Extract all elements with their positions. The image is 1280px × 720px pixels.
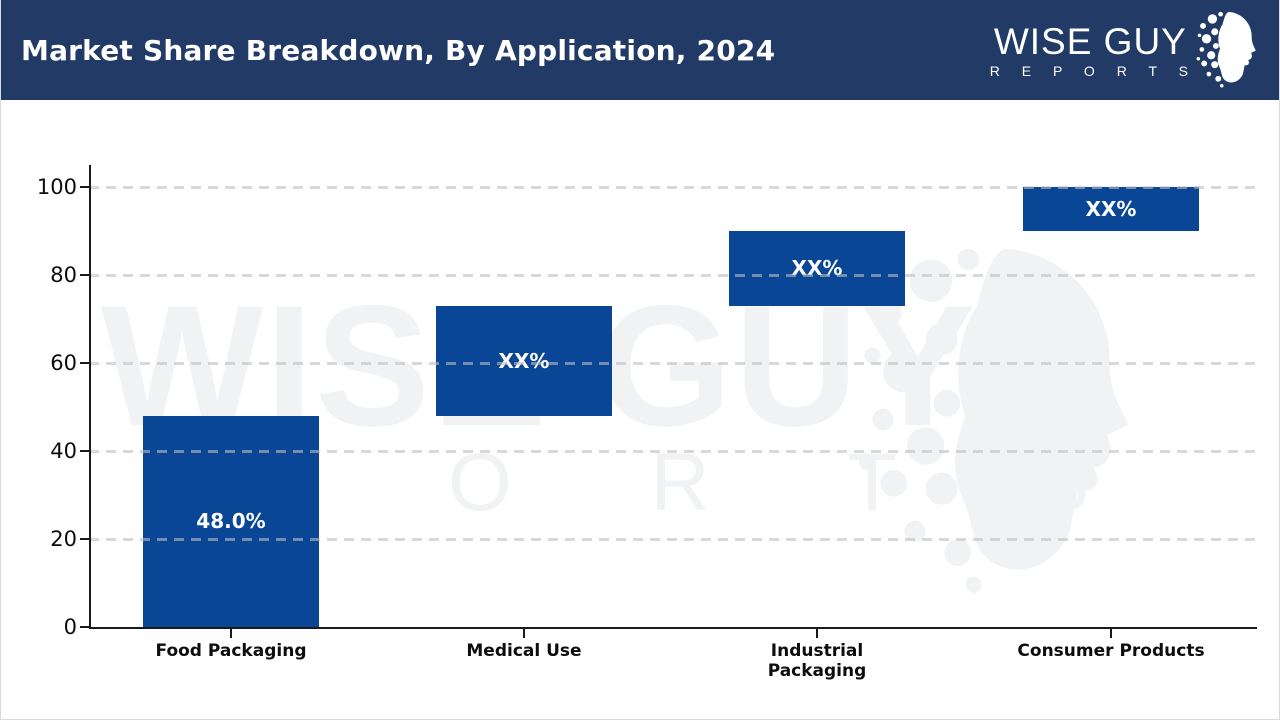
- bar-consumer-products: XX%: [1023, 187, 1199, 231]
- bar-food-packaging: 48.0%: [143, 415, 319, 627]
- y-tick-mark: [80, 450, 89, 452]
- category-label-industrial-packaging: Industrial Packaging: [767, 641, 867, 681]
- gridline-20: [89, 538, 1257, 541]
- brand-subtitle: R E P O R T S: [989, 62, 1197, 79]
- y-tick-mark: [80, 626, 89, 628]
- brand-name: WISE GUY: [993, 20, 1187, 62]
- header-banner: Market Share Breakdown, By Application, …: [1, 0, 1279, 100]
- bar-medical-use: XX%: [436, 305, 612, 416]
- gridline-60: [89, 362, 1257, 365]
- page-title: Market Share Breakdown, By Application, …: [21, 33, 776, 67]
- y-tick-label-0: 0: [63, 615, 77, 639]
- x-tick-mark: [1110, 629, 1112, 638]
- y-tick-mark: [80, 186, 89, 188]
- bar-industrial-packaging: XX%: [729, 231, 905, 306]
- y-tick-label-60: 60: [50, 351, 77, 375]
- y-tick-mark: [80, 362, 89, 364]
- x-tick-mark: [816, 629, 818, 638]
- x-tick-mark: [523, 629, 525, 638]
- y-tick-label-100: 100: [36, 175, 77, 199]
- bar-value-label: 48.0%: [196, 509, 266, 534]
- y-axis-line: [89, 165, 91, 629]
- y-tick-label-20: 20: [50, 527, 77, 551]
- category-label-food-packaging: Food Packaging: [155, 641, 307, 661]
- gridline-40: [89, 450, 1257, 453]
- waterfall-chart: WISE GUY P O R T S 48.0% XX% XX% XX% 0 20 40 60…: [1, 100, 1279, 719]
- brand-logo: WISE GUY R E P O R T S: [984, 6, 1267, 94]
- head-profile-dots-icon: [1193, 6, 1267, 94]
- y-tick-mark: [80, 538, 89, 540]
- bar-value-label: XX%: [1085, 197, 1137, 221]
- bar-value-label: XX%: [498, 348, 550, 373]
- gridline-80: [89, 274, 1257, 277]
- category-label-consumer-products: Consumer Products: [1017, 641, 1205, 661]
- x-tick-mark: [230, 629, 232, 638]
- brand-wordmark: WISE GUY R E P O R T S: [984, 23, 1197, 78]
- y-tick-label-80: 80: [50, 263, 77, 287]
- y-tick-label-40: 40: [50, 439, 77, 463]
- gridline-100: [89, 186, 1257, 189]
- category-label-medical-use: Medical Use: [466, 641, 582, 661]
- x-axis-line: [89, 627, 1257, 629]
- y-tick-mark: [80, 274, 89, 276]
